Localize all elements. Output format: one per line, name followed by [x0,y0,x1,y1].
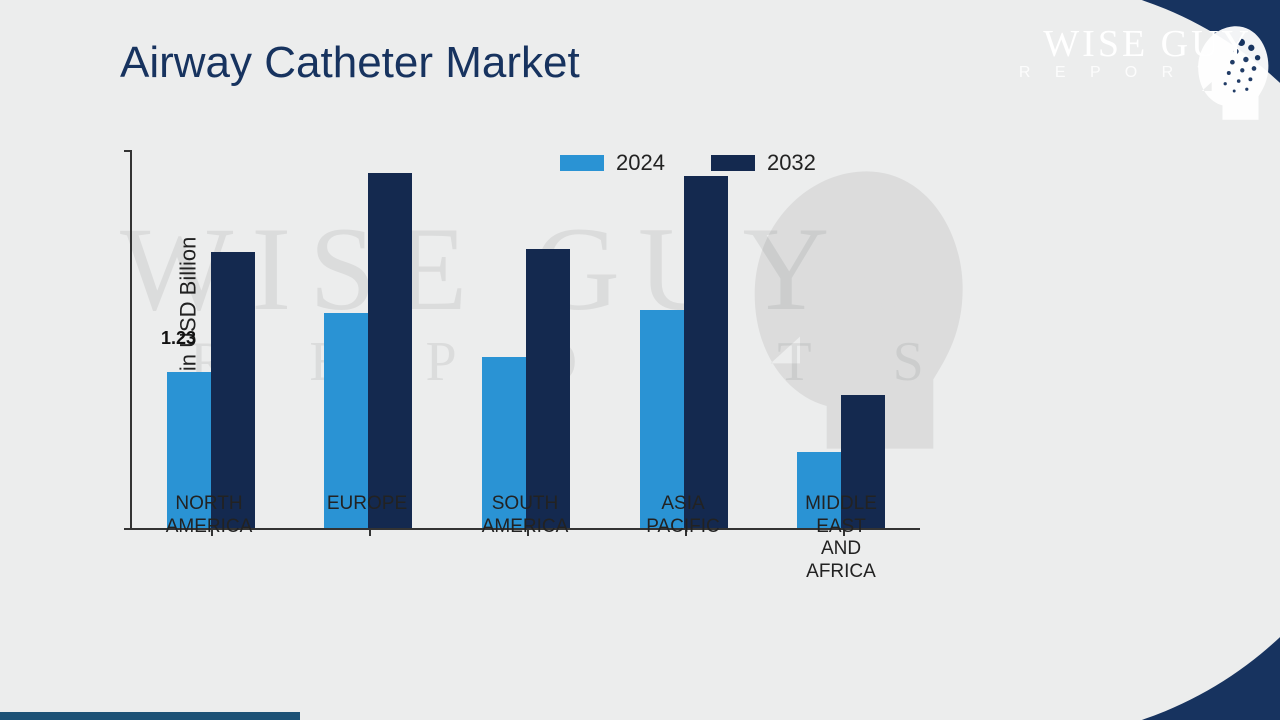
bar-group [605,150,763,528]
bar-group [447,150,605,528]
bar-group [290,150,448,528]
bar-2032 [368,173,412,528]
legend-swatch-2032 [711,155,755,171]
bottom-accent-bar [0,712,300,720]
bar-group [762,150,920,528]
brand-logo: WISE GUY R E P O R T S [1019,22,1252,82]
y-tick [124,150,132,152]
bar-2032 [684,176,728,528]
legend-label-2024: 2024 [616,150,665,176]
x-axis-label: SOUTH AMERICA [446,485,604,584]
x-axis-label: MIDDLE EAST AND AFRICA [762,485,920,584]
legend-swatch-2024 [560,155,604,171]
bar-groups: 1.23 [132,150,920,528]
chart-title: Airway Catheter Market [120,38,580,88]
x-axis-labels: NORTH AMERICAEUROPESOUTH AMERICAASIA PAC… [130,485,920,584]
x-axis-label: ASIA PACIFIC [604,485,762,584]
plot-area: 1.23 [130,150,920,530]
bar-group [132,150,290,528]
logo-line1: WISE GUY [1019,22,1252,66]
legend-item-2032: 2032 [711,150,816,176]
x-axis-label: NORTH AMERICA [130,485,288,584]
bar-chart: Market Size in USD Billion 1.23 NORTH AM… [100,150,920,580]
legend: 2024 2032 [560,150,816,176]
x-axis-label: EUROPE [288,485,446,584]
chart-canvas: WISE GUY R E P O R T S Airway Catheter M… [0,0,1280,720]
legend-item-2024: 2024 [560,150,665,176]
legend-label-2032: 2032 [767,150,816,176]
logo-line2: R E P O R T S [1019,64,1252,82]
